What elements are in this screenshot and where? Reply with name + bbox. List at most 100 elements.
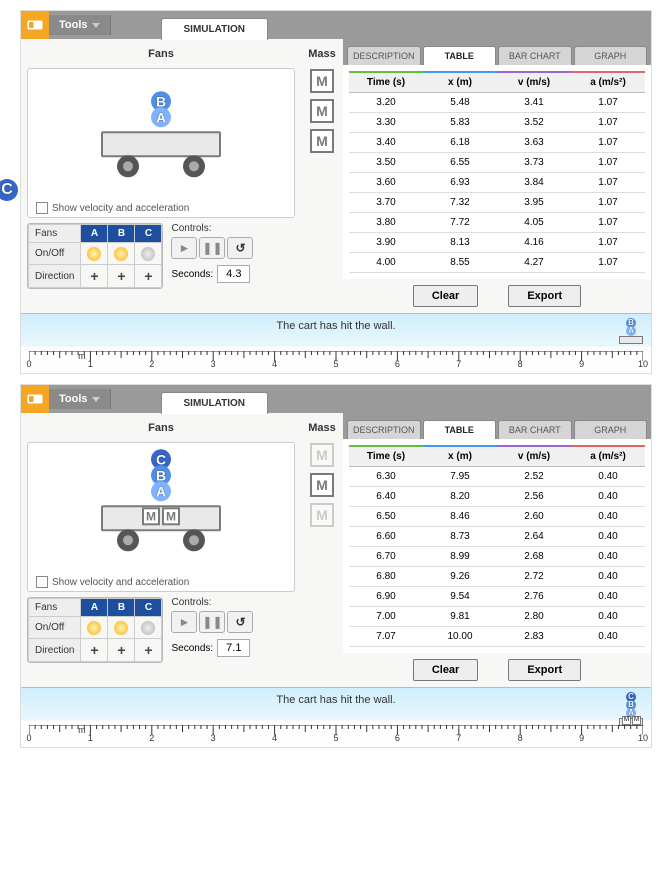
table-cell: 4.05 bbox=[497, 213, 571, 233]
table-cell: 6.80 bbox=[349, 567, 423, 587]
play-button[interactable]: ► bbox=[171, 611, 197, 633]
direction-toggle[interactable]: + bbox=[135, 265, 162, 288]
pause-button[interactable]: ❚❚ bbox=[199, 611, 225, 633]
table-cell: 0.40 bbox=[571, 627, 645, 647]
table-row: 6.708.992.680.40 bbox=[349, 547, 645, 567]
mass-icon: M bbox=[162, 507, 180, 525]
tools-menu[interactable]: Tools bbox=[49, 15, 111, 35]
pause-button[interactable]: ❚❚ bbox=[199, 237, 225, 259]
cart[interactable]: BA bbox=[101, 131, 221, 157]
fan-c-available[interactable]: C bbox=[0, 179, 18, 201]
export-button[interactable]: Export bbox=[508, 659, 581, 681]
table-cell: 2.68 bbox=[497, 547, 571, 567]
table-cell: 2.56 bbox=[497, 487, 571, 507]
table-cell: 1.07 bbox=[571, 213, 645, 233]
onoff-label: On/Off bbox=[29, 617, 81, 639]
direction-toggle[interactable]: + bbox=[108, 639, 135, 662]
table-cell: 6.90 bbox=[349, 587, 423, 607]
clear-button[interactable]: Clear bbox=[413, 659, 479, 681]
table-header: Time (s)x (m)v (m/s)a (m/s²) bbox=[349, 445, 645, 467]
mass-slot[interactable]: M bbox=[310, 69, 334, 93]
ruler-tick: 1 bbox=[88, 733, 93, 743]
cart[interactable]: CBAMM bbox=[101, 505, 221, 531]
column-header: x (m) bbox=[423, 445, 497, 467]
table-cell: 0.40 bbox=[571, 607, 645, 627]
show-vectors-checkbox[interactable]: Show velocity and acceleration bbox=[36, 202, 189, 214]
table-row: 7.0710.002.830.40 bbox=[349, 627, 645, 647]
onoff-toggle[interactable] bbox=[135, 243, 162, 265]
play-button[interactable]: ► bbox=[171, 237, 197, 259]
show-vectors-checkbox[interactable]: Show velocity and acceleration bbox=[36, 576, 189, 588]
ruler-tick: 8 bbox=[518, 359, 523, 369]
table-cell: 0.40 bbox=[571, 527, 645, 547]
clear-button[interactable]: Clear bbox=[413, 285, 479, 307]
mass-slot[interactable]: M bbox=[310, 473, 334, 497]
fan-status-icon bbox=[87, 621, 101, 635]
direction-toggle[interactable]: + bbox=[81, 639, 108, 662]
table-row: 3.406.183.631.07 bbox=[349, 133, 645, 153]
table-cell: 7.00 bbox=[349, 607, 423, 627]
table-cell: 3.80 bbox=[349, 213, 423, 233]
table-row: 3.908.134.161.07 bbox=[349, 233, 645, 253]
onoff-toggle[interactable] bbox=[81, 617, 108, 639]
table-row: 3.606.933.841.07 bbox=[349, 173, 645, 193]
fan-controls-grid: FansABCOn/OffDirection+++ bbox=[27, 597, 163, 663]
table-cell: 3.41 bbox=[497, 93, 571, 113]
data-table: Time (s)x (m)v (m/s)a (m/s²)3.205.483.41… bbox=[349, 71, 645, 273]
direction-toggle[interactable]: + bbox=[108, 265, 135, 288]
table-cell: 3.40 bbox=[349, 133, 423, 153]
table-row: 4.008.554.271.07 bbox=[349, 253, 645, 273]
onoff-toggle[interactable] bbox=[108, 243, 135, 265]
onoff-toggle[interactable] bbox=[135, 617, 162, 639]
tools-menu[interactable]: Tools bbox=[49, 389, 111, 409]
table-cell: 9.81 bbox=[423, 607, 497, 627]
table-cell: 5.83 bbox=[423, 113, 497, 133]
tab-description[interactable]: DESCRIPTION bbox=[347, 420, 421, 439]
ruler-tick: 9 bbox=[579, 733, 584, 743]
direction-toggle[interactable]: + bbox=[135, 639, 162, 662]
table-row: 6.408.202.560.40 bbox=[349, 487, 645, 507]
fan-stack: BA bbox=[151, 95, 171, 127]
tab-graph[interactable]: GRAPH bbox=[574, 46, 648, 65]
fan-column-c: C bbox=[135, 599, 162, 617]
ruler-tick: 6 bbox=[395, 359, 400, 369]
seconds-value: 4.3 bbox=[217, 265, 250, 283]
ruler-tick: 6 bbox=[395, 733, 400, 743]
table-cell: 4.16 bbox=[497, 233, 571, 253]
topbar: Tools SIMULATION bbox=[21, 385, 651, 413]
fan-status-icon bbox=[114, 621, 128, 635]
onoff-toggle[interactable] bbox=[108, 617, 135, 639]
tab-simulation[interactable]: SIMULATION bbox=[161, 18, 268, 40]
mass-slot: M bbox=[310, 503, 334, 527]
fan-controls-grid: FansABCOn/OffDirection+++ bbox=[27, 223, 163, 289]
direction-toggle[interactable]: + bbox=[81, 265, 108, 288]
mass-slot[interactable]: M bbox=[310, 99, 334, 123]
seconds-value: 7.1 bbox=[217, 639, 250, 657]
table-row: 6.809.262.720.40 bbox=[349, 567, 645, 587]
table-cell: 6.70 bbox=[349, 547, 423, 567]
mass-slot[interactable]: M bbox=[310, 129, 334, 153]
table-row: 6.909.542.760.40 bbox=[349, 587, 645, 607]
ruler-tick: 9 bbox=[579, 359, 584, 369]
fan-status-icon bbox=[87, 247, 101, 261]
tab-graph[interactable]: GRAPH bbox=[574, 420, 648, 439]
reset-button[interactable]: ↺ bbox=[227, 611, 253, 633]
column-header: x (m) bbox=[423, 71, 497, 93]
table-row: 3.707.323.951.07 bbox=[349, 193, 645, 213]
table-cell: 3.52 bbox=[497, 113, 571, 133]
export-button[interactable]: Export bbox=[508, 285, 581, 307]
tab-simulation[interactable]: SIMULATION bbox=[161, 392, 268, 414]
fans-title: Fans bbox=[27, 419, 295, 437]
tab-table[interactable]: TABLE bbox=[423, 420, 497, 439]
tab-description[interactable]: DESCRIPTION bbox=[347, 46, 421, 65]
onoff-toggle[interactable] bbox=[81, 243, 108, 265]
table-cell: 6.50 bbox=[349, 507, 423, 527]
tab-bar-chart[interactable]: BAR CHART bbox=[498, 46, 572, 65]
reset-button[interactable]: ↺ bbox=[227, 237, 253, 259]
table-cell: 7.32 bbox=[423, 193, 497, 213]
data-tabs: DESCRIPTIONTABLEBAR CHARTGRAPH bbox=[343, 39, 651, 65]
tab-table[interactable]: TABLE bbox=[423, 46, 497, 65]
tab-bar-chart[interactable]: BAR CHART bbox=[498, 420, 572, 439]
table-cell: 3.30 bbox=[349, 113, 423, 133]
table-cell: 6.40 bbox=[349, 487, 423, 507]
